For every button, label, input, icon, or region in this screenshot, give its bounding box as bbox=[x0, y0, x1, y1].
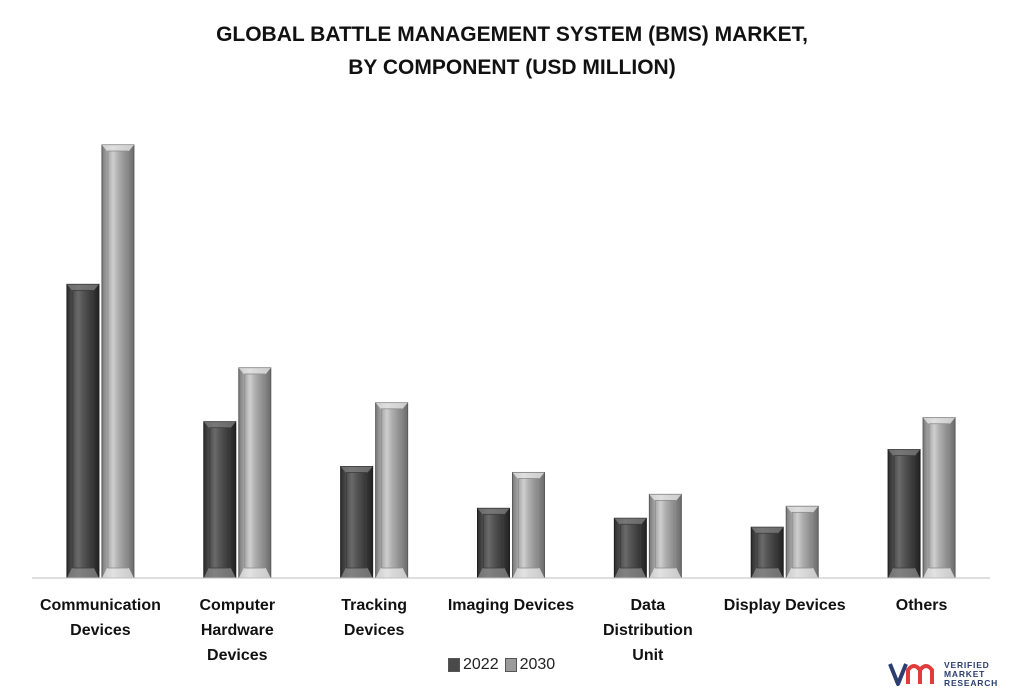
bar-2022-1 bbox=[203, 421, 237, 579]
x-tick-label-2: Tracking Devices bbox=[299, 593, 449, 643]
bars-group bbox=[66, 144, 956, 579]
legend-item-2022: 2022 bbox=[448, 656, 499, 674]
bar-2030-2 bbox=[375, 402, 409, 579]
bar-2022-4 bbox=[613, 517, 647, 579]
x-tick-label-line: Tracking bbox=[341, 597, 408, 614]
x-tick-label-line: Display Devices bbox=[723, 597, 846, 614]
x-tick-label-line: Data bbox=[630, 597, 666, 614]
x-tick-label-5: Display Devices bbox=[710, 593, 860, 618]
bar-2030-4 bbox=[648, 493, 682, 579]
chart-title-line-1: GLOBAL BATTLE MANAGEMENT SYSTEM (BMS) MA… bbox=[216, 23, 808, 46]
x-tick-label-line: Unit bbox=[632, 647, 664, 664]
x-tick-label-4: Data Distribution Unit bbox=[573, 593, 723, 668]
vmr-logo-text: VERIFIED MARKET RESEARCH bbox=[944, 659, 999, 688]
x-tick-label-line: Hardware bbox=[200, 622, 274, 639]
bar-2030-6 bbox=[922, 417, 956, 579]
x-tick-label-line: Devices bbox=[70, 622, 131, 639]
x-tick-label-6: Others bbox=[847, 593, 997, 618]
x-tick-label-line: Others bbox=[895, 597, 948, 614]
x-tick-label-1: Computer Hardware Devices bbox=[162, 593, 312, 668]
bar-2022-3 bbox=[477, 507, 510, 579]
legend-swatch-2022 bbox=[448, 658, 460, 672]
x-tick-label-line: Devices bbox=[343, 622, 405, 639]
vmr-logo-icon bbox=[888, 663, 934, 686]
logo-line-3: RESEARCH bbox=[944, 677, 999, 688]
legend: 2022 2030 bbox=[448, 656, 561, 674]
verified-market-research-logo: VERIFIED MARKET RESEARCH bbox=[888, 660, 998, 688]
bar-2022-2 bbox=[340, 466, 374, 579]
bar-2022-0 bbox=[66, 283, 100, 579]
bar-2022-5 bbox=[750, 526, 784, 579]
x-tick-label-3: Imaging Devices bbox=[436, 593, 586, 618]
logo-line-1: VERIFIED bbox=[944, 659, 990, 670]
bar-2030-3 bbox=[512, 471, 545, 579]
legend-item-2030: 2030 bbox=[504, 656, 556, 674]
bar-2030-1 bbox=[238, 367, 272, 579]
x-tick-label-line: Distribution bbox=[602, 622, 693, 639]
x-tick-label-0: Communication Devices bbox=[25, 593, 175, 643]
x-tick-label-line: Computer bbox=[199, 597, 276, 614]
x-tick-label-line: Communication bbox=[39, 597, 161, 614]
legend-label-2022: 2022 bbox=[463, 656, 499, 673]
chart-title: GLOBAL BATTLE MANAGEMENT SYSTEM (BMS) MA… bbox=[0, 18, 1024, 84]
legend-label-2030: 2030 bbox=[519, 656, 556, 673]
bar-2030-5 bbox=[785, 505, 819, 579]
x-tick-label-line: Devices bbox=[207, 647, 268, 664]
chart-title-line-2: BY COMPONENT (USD MILLION) bbox=[348, 56, 676, 79]
bar-2030-0 bbox=[101, 144, 135, 579]
x-tick-label-line: Imaging Devices bbox=[447, 597, 575, 614]
bar-2022-6 bbox=[887, 449, 921, 579]
legend-swatch-2030 bbox=[504, 658, 517, 672]
logo-line-2: MARKET bbox=[944, 668, 986, 679]
